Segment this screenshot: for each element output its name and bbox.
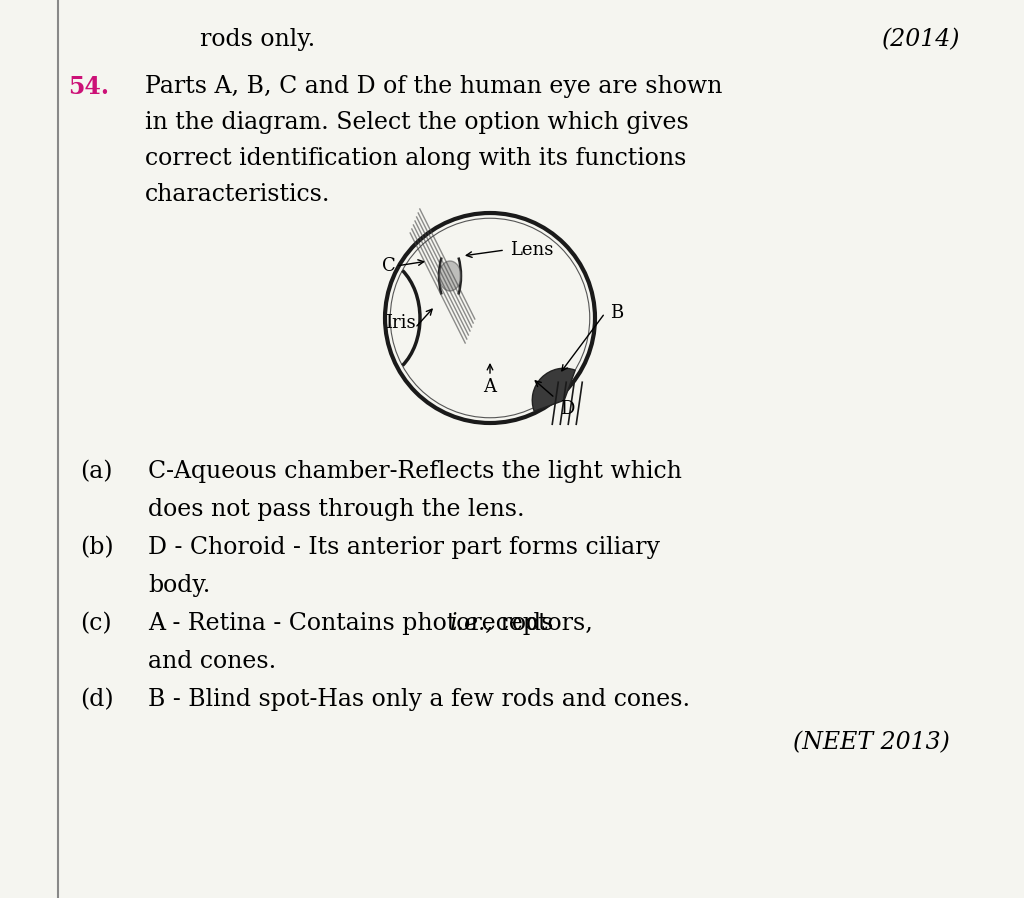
Text: body.: body. [148,574,210,597]
Text: B: B [610,304,624,322]
Text: 54.: 54. [68,75,109,99]
Text: Iris: Iris [385,314,416,332]
Text: (b): (b) [80,536,114,559]
Wedge shape [532,368,575,411]
Text: A: A [483,378,497,396]
Text: D - Choroid - Its anterior part forms ciliary: D - Choroid - Its anterior part forms ci… [148,536,660,559]
Text: correct identification along with its functions: correct identification along with its fu… [145,147,686,170]
Text: (c): (c) [80,612,112,635]
Text: C-Aqueous chamber-Reflects the light which: C-Aqueous chamber-Reflects the light whi… [148,460,682,483]
Text: B - Blind spot-Has only a few rods and cones.: B - Blind spot-Has only a few rods and c… [148,688,690,711]
Text: rods only.: rods only. [200,28,315,51]
Text: Parts A, B, C and D of the human eye are shown: Parts A, B, C and D of the human eye are… [145,75,722,98]
Text: C: C [382,257,395,275]
Text: A - Retina - Contains photoreceptors,: A - Retina - Contains photoreceptors, [148,612,600,635]
Text: in the diagram. Select the option which gives: in the diagram. Select the option which … [145,111,689,134]
Text: (a): (a) [80,460,113,483]
Ellipse shape [439,261,461,291]
Text: i.e.,: i.e., [450,612,494,635]
Text: (2014): (2014) [882,28,961,51]
Text: characteristics.: characteristics. [145,183,331,206]
Text: (NEET 2013): (NEET 2013) [794,731,950,754]
Text: Lens: Lens [510,241,553,259]
Text: and cones.: and cones. [148,650,276,673]
Text: rods: rods [493,612,553,635]
Text: (d): (d) [80,688,114,711]
Text: D: D [560,400,574,418]
Text: does not pass through the lens.: does not pass through the lens. [148,498,524,521]
